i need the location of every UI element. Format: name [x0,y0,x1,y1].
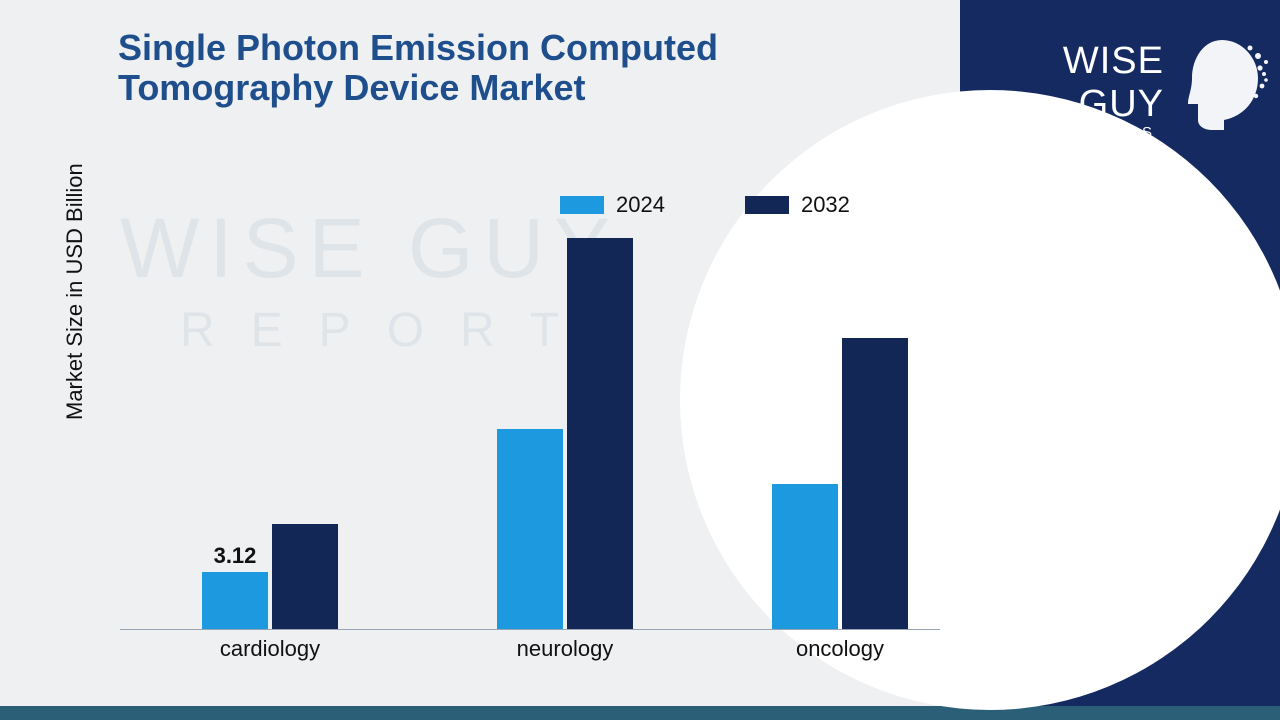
legend-swatch-2032 [745,196,789,214]
category-label-oncology: oncology [740,636,940,662]
bar-cardiology-2032 [272,524,338,629]
bar-neurology-2024 [497,429,563,629]
legend-label-2032: 2032 [801,192,850,218]
bar-oncology-2032 [842,338,908,629]
brand-block: WISE GUY REPORTS [966,40,1256,141]
y-axis-label: Market Size in USD Billion [62,163,88,420]
bar-neurology-2032 [567,238,633,629]
bar-cardiology-2024 [202,572,268,629]
legend: 2024 2032 [560,192,850,218]
plot-area: cardiologyneurologyoncology3.12 [120,230,940,630]
legend-item-2032: 2032 [745,192,850,218]
chart-title: Single Photon Emission Computed Tomograp… [118,28,838,109]
legend-label-2024: 2024 [616,192,665,218]
data-label: 3.12 [192,543,278,569]
bar-oncology-2024 [772,484,838,629]
category-label-neurology: neurology [465,636,665,662]
brand-main-text: WISE GUY [966,40,1256,126]
bottom-strip [0,706,1280,720]
x-axis-baseline [120,629,940,630]
category-label-cardiology: cardiology [170,636,370,662]
stage: WISE GUY REPORTS Single Photon Emission … [0,0,1280,720]
brand-sub-text: REPORTS [966,124,1256,141]
legend-item-2024: 2024 [560,192,665,218]
legend-swatch-2024 [560,196,604,214]
